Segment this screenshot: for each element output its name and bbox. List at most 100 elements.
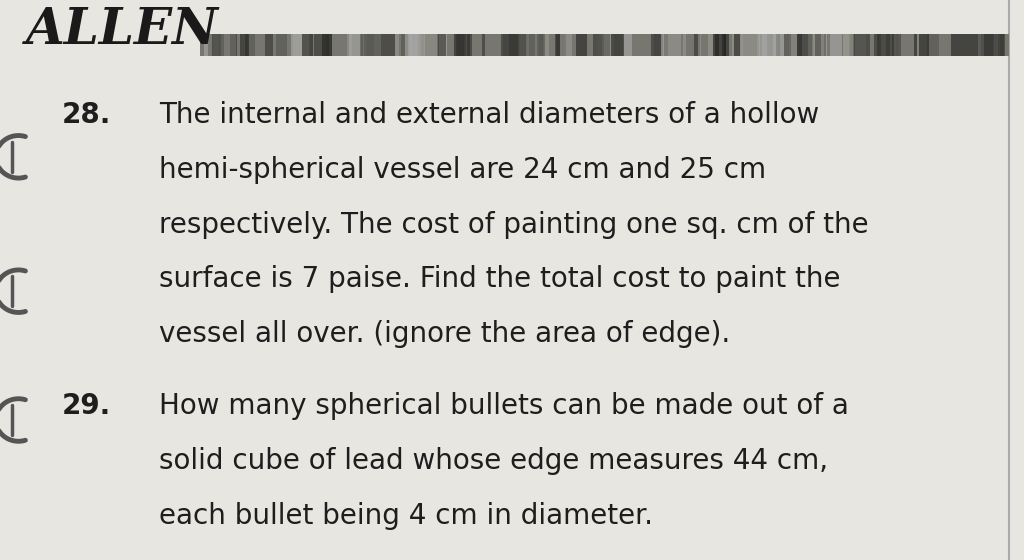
Bar — [821, 34, 824, 56]
Bar — [313, 34, 329, 56]
Bar — [653, 34, 663, 56]
Bar — [873, 34, 879, 56]
Bar — [815, 34, 826, 56]
Bar — [294, 34, 309, 56]
Bar — [238, 34, 255, 56]
Bar — [292, 34, 308, 56]
Bar — [994, 34, 1005, 56]
Text: vessel all over. (ignore the area of edge).: vessel all over. (ignore the area of edg… — [159, 320, 730, 348]
Bar — [813, 34, 815, 56]
Bar — [556, 34, 560, 56]
Text: respectively. The cost of painting one sq. cm of the: respectively. The cost of painting one s… — [159, 211, 868, 239]
Bar — [409, 34, 421, 56]
Bar — [526, 34, 529, 56]
Bar — [802, 34, 808, 56]
Bar — [467, 34, 470, 56]
Bar — [878, 34, 891, 56]
Bar — [544, 34, 549, 56]
Bar — [596, 34, 613, 56]
Bar — [894, 34, 901, 56]
Bar — [784, 34, 791, 56]
Bar — [773, 34, 784, 56]
Bar — [740, 34, 757, 56]
Bar — [242, 34, 248, 56]
Bar — [896, 34, 898, 56]
Bar — [757, 34, 760, 56]
Bar — [719, 34, 723, 56]
Bar — [563, 34, 572, 56]
Bar — [275, 34, 287, 56]
Bar — [420, 34, 437, 56]
Bar — [419, 34, 435, 56]
Bar — [326, 34, 329, 56]
Bar — [850, 34, 855, 56]
Bar — [660, 34, 665, 56]
Bar — [927, 34, 939, 56]
Bar — [509, 34, 527, 56]
Bar — [503, 34, 520, 56]
Bar — [539, 34, 545, 56]
Bar — [238, 34, 249, 56]
Bar — [213, 34, 218, 56]
Bar — [950, 34, 959, 56]
Bar — [594, 34, 610, 56]
Bar — [204, 34, 209, 56]
Bar — [623, 34, 632, 56]
Bar — [732, 34, 743, 56]
Bar — [790, 34, 803, 56]
Bar — [438, 34, 446, 56]
Bar — [914, 34, 929, 56]
Bar — [788, 34, 797, 56]
Bar — [327, 34, 333, 56]
Bar — [416, 34, 433, 56]
Bar — [360, 34, 374, 56]
Bar — [457, 34, 461, 56]
Bar — [843, 34, 850, 56]
Bar — [683, 34, 700, 56]
Bar — [599, 34, 604, 56]
Bar — [759, 34, 767, 56]
Bar — [978, 34, 994, 56]
Bar — [461, 34, 472, 56]
Text: surface is 7 paise. Find the total cost to paint the: surface is 7 paise. Find the total cost … — [159, 265, 841, 293]
Bar — [213, 34, 223, 56]
Bar — [237, 34, 244, 56]
Bar — [961, 34, 978, 56]
Bar — [843, 34, 853, 56]
Bar — [892, 34, 901, 56]
Bar — [984, 34, 997, 56]
Bar — [995, 34, 1004, 56]
Bar — [577, 34, 588, 56]
Text: hemi-spherical vessel are 24 cm and 25 cm: hemi-spherical vessel are 24 cm and 25 c… — [159, 156, 766, 184]
FancyBboxPatch shape — [200, 34, 1009, 56]
Bar — [401, 34, 411, 56]
Bar — [830, 34, 843, 56]
Bar — [716, 34, 729, 56]
Bar — [823, 34, 826, 56]
Text: The internal and external diameters of a hollow: The internal and external diameters of a… — [159, 101, 819, 129]
Bar — [978, 34, 984, 56]
Bar — [916, 34, 920, 56]
Bar — [519, 34, 535, 56]
Bar — [984, 34, 1000, 56]
Text: How many spherical bullets can be made out of a: How many spherical bullets can be made o… — [159, 392, 849, 420]
Bar — [762, 34, 778, 56]
Bar — [686, 34, 699, 56]
Bar — [462, 34, 466, 56]
Bar — [212, 34, 221, 56]
Bar — [981, 34, 992, 56]
Bar — [302, 34, 313, 56]
Text: 29.: 29. — [61, 392, 111, 420]
Bar — [265, 34, 273, 56]
Bar — [981, 34, 996, 56]
Bar — [776, 34, 780, 56]
Bar — [724, 34, 726, 56]
Text: each bullet being 4 cm in diameter.: each bullet being 4 cm in diameter. — [159, 502, 652, 530]
Bar — [347, 34, 352, 56]
Bar — [799, 34, 812, 56]
Bar — [481, 34, 485, 56]
Text: solid cube of lead whose edge measures 44 cm,: solid cube of lead whose edge measures 4… — [159, 447, 827, 475]
Bar — [435, 34, 447, 56]
Bar — [663, 34, 681, 56]
Bar — [564, 34, 566, 56]
